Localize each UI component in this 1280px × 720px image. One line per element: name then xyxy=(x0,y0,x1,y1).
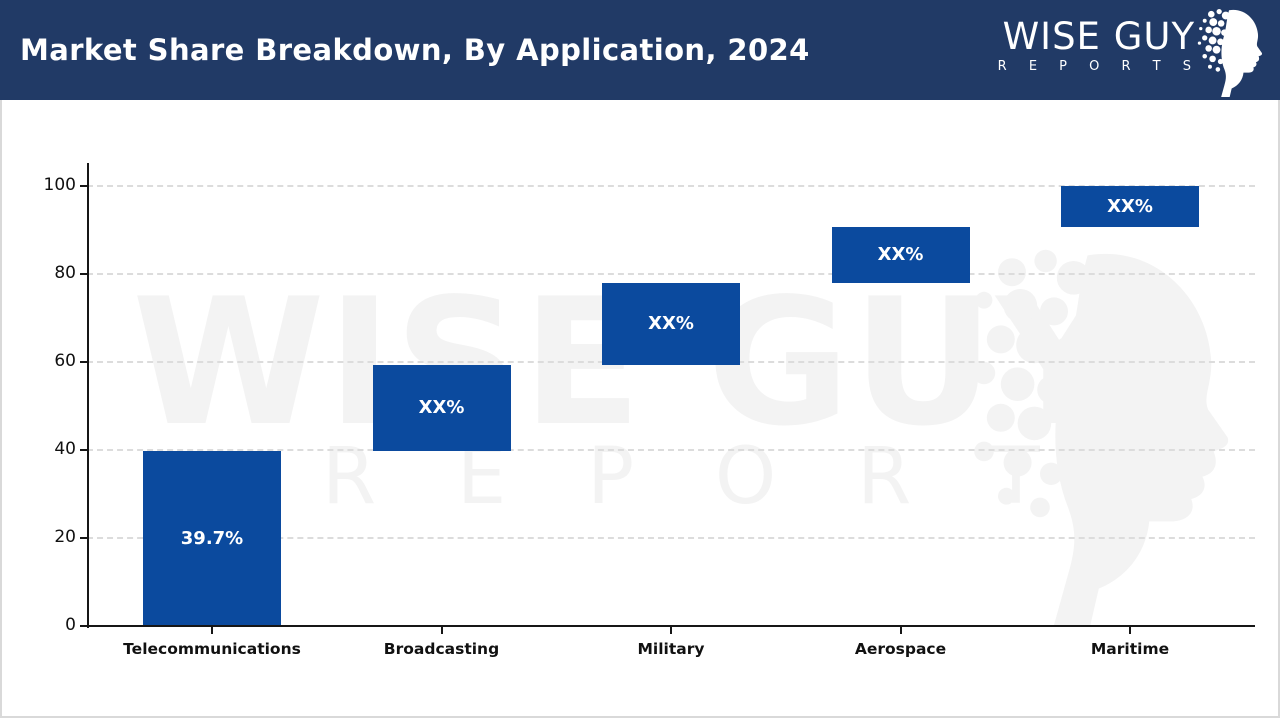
x-axis-tick-mark xyxy=(670,626,672,634)
y-axis-tick-label: 60 xyxy=(54,350,76,371)
y-axis-tick-mark xyxy=(80,184,87,187)
y-axis-tick-mark xyxy=(80,448,87,451)
bar-value-label: XX% xyxy=(877,244,924,266)
bar-aerospace: XX% xyxy=(831,226,970,283)
bar-broadcasting: XX% xyxy=(372,364,511,451)
y-axis-tick-mark xyxy=(80,360,87,363)
x-axis-category-label: Maritime xyxy=(1090,639,1170,658)
x-axis-tick-mark xyxy=(440,626,443,634)
bar-value-label: 39.7% xyxy=(180,527,244,549)
brand-logo-text: WISE GUY R E P O R T S xyxy=(998,17,1200,77)
bar-value-label: XX% xyxy=(1107,195,1153,217)
y-axis-tick-mark xyxy=(80,536,87,539)
gridline-40 xyxy=(87,448,1255,451)
y-axis-tick-label: 20 xyxy=(54,526,76,547)
gridline-20 xyxy=(87,536,1255,539)
x-axis-tick-mark xyxy=(1129,626,1131,634)
y-axis-tick-label: 100 xyxy=(43,174,76,195)
bar-value-label: XX% xyxy=(418,397,465,419)
brand-subname: R E P O R T S xyxy=(997,59,1200,74)
x-axis-spine xyxy=(87,625,1255,627)
content-frame-border xyxy=(0,100,1280,718)
x-axis-category-label: Military xyxy=(637,639,705,658)
y-axis-spine xyxy=(87,163,89,628)
watermark-face-icon xyxy=(954,249,1229,625)
x-axis-category-label: Broadcasting xyxy=(383,639,500,658)
y-axis-tick-mark xyxy=(80,624,87,627)
bar-military: XX% xyxy=(602,282,740,365)
gridline-80 xyxy=(87,272,1255,275)
face-profile-icon xyxy=(1197,8,1263,97)
x-axis-tick-mark xyxy=(211,626,213,634)
y-axis-tick-label: 0 xyxy=(65,614,76,635)
brand-name: WISE GUY xyxy=(1002,15,1196,58)
x-axis-tick-mark xyxy=(899,626,902,634)
bar-maritime: XX% xyxy=(1061,185,1199,227)
header-bar: Market Share Breakdown, By Application, … xyxy=(0,0,1280,100)
bar-value-label: XX% xyxy=(648,313,694,335)
x-axis-category-label: Aerospace xyxy=(854,639,947,658)
brand-logo: WISE GUY R E P O R T S xyxy=(998,0,1272,100)
y-axis-tick-label: 80 xyxy=(54,262,76,283)
y-axis-tick-mark xyxy=(80,272,87,275)
gridline-100 xyxy=(87,184,1255,187)
page-title: Market Share Breakdown, By Application, … xyxy=(20,33,810,67)
y-axis-tick-label: 40 xyxy=(54,438,76,459)
x-axis-category-label: Telecommunications xyxy=(123,639,301,658)
bar-telecommunications: 39.7% xyxy=(143,450,281,626)
